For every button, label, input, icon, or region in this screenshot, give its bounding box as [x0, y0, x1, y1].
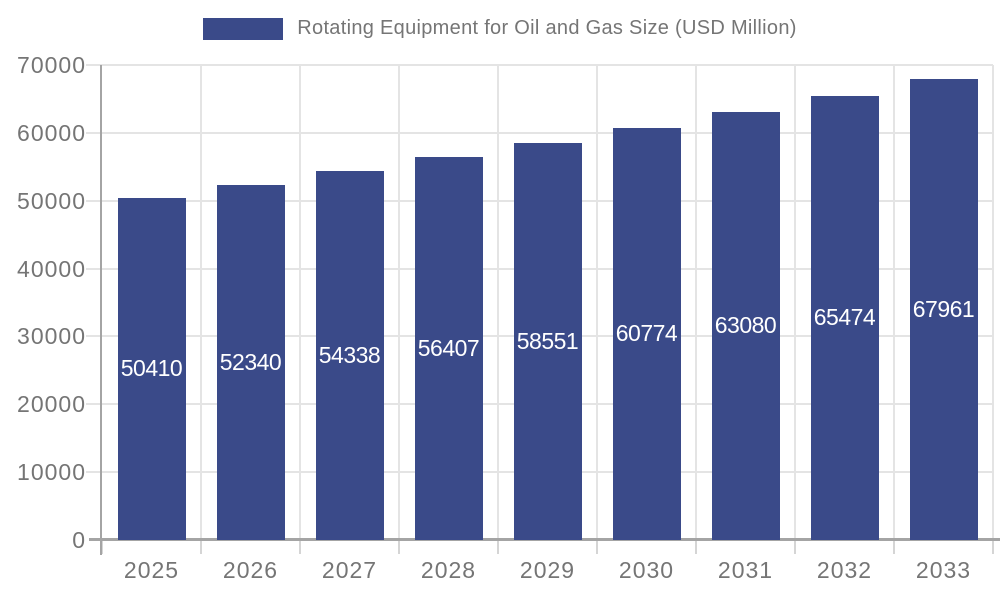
bar-value-label: 50410 — [120, 355, 183, 382]
v-gridline — [596, 65, 598, 540]
v-gridline — [992, 65, 994, 540]
v-gridline — [893, 65, 895, 540]
v-gridline — [794, 65, 796, 540]
v-gridline — [695, 65, 697, 540]
legend-swatch — [203, 17, 284, 40]
x-tick — [398, 540, 400, 554]
bar-2032: 65474 — [810, 95, 879, 540]
bar-value-label: 60774 — [615, 320, 678, 347]
legend: Rotating Equipment for Oil and Gas Size … — [0, 17, 1000, 40]
x-tick-label-2026: 2026 — [222, 557, 279, 583]
h-gridline — [86, 131, 993, 134]
bar-2031: 63080 — [711, 111, 780, 540]
x-tick — [893, 540, 895, 554]
bar-value-label: 58551 — [516, 327, 579, 354]
x-tick-label-2028: 2028 — [420, 557, 477, 583]
y-tick-label: 50000 — [17, 187, 86, 214]
x-tick — [992, 540, 994, 554]
x-tick-label-2031: 2031 — [717, 557, 774, 583]
v-gridline — [299, 65, 301, 540]
y-tick-label: 20000 — [17, 391, 86, 418]
bar-value-label: 67961 — [912, 295, 975, 322]
x-tick — [101, 540, 103, 554]
bar-value-label: 54338 — [318, 342, 381, 369]
x-tick-label-2027: 2027 — [321, 557, 378, 583]
bar-2029: 58551 — [513, 142, 582, 540]
x-tick-label-2033: 2033 — [915, 557, 972, 583]
x-tick — [200, 540, 202, 554]
h-gridline — [86, 64, 993, 66]
v-gridline — [200, 65, 202, 540]
bar-2026: 52340 — [216, 184, 285, 540]
x-tick-label-2029: 2029 — [519, 557, 576, 583]
bar-2028: 56407 — [414, 157, 483, 540]
v-gridline — [398, 65, 400, 540]
bar-2033: 67961 — [909, 78, 978, 540]
y-tick-label: 40000 — [17, 255, 86, 282]
x-tick — [596, 540, 598, 554]
bar-2027: 54338 — [315, 171, 384, 540]
x-tick-label-2030: 2030 — [618, 557, 675, 583]
legend-label: Rotating Equipment for Oil and Gas Size … — [297, 17, 797, 39]
bar-value-label: 63080 — [714, 312, 777, 339]
x-tick-label-2032: 2032 — [816, 557, 873, 583]
bar-value-label: 52340 — [219, 348, 282, 375]
bar-2030: 60774 — [612, 127, 681, 540]
v-gridline — [497, 65, 499, 540]
x-tick-label-2025: 2025 — [123, 557, 180, 583]
y-axis-line — [100, 65, 102, 555]
x-tick — [497, 540, 499, 554]
y-tick-label: 60000 — [17, 119, 86, 146]
x-tick — [695, 540, 697, 554]
bar-value-label: 65474 — [813, 304, 876, 331]
y-tick-label: 70000 — [17, 52, 86, 78]
x-tick — [299, 540, 301, 554]
plot-area: 0 10000 20000 30000 40000 50000 60000 70000 5041… — [17, 52, 1000, 583]
y-tick-label: 10000 — [17, 459, 86, 486]
y-tick-label: 0 — [72, 527, 86, 553]
x-tick — [794, 540, 796, 554]
bar-2025: 50410 — [117, 197, 186, 540]
bar-value-label: 56407 — [417, 335, 480, 362]
y-tick-label: 30000 — [17, 323, 86, 350]
